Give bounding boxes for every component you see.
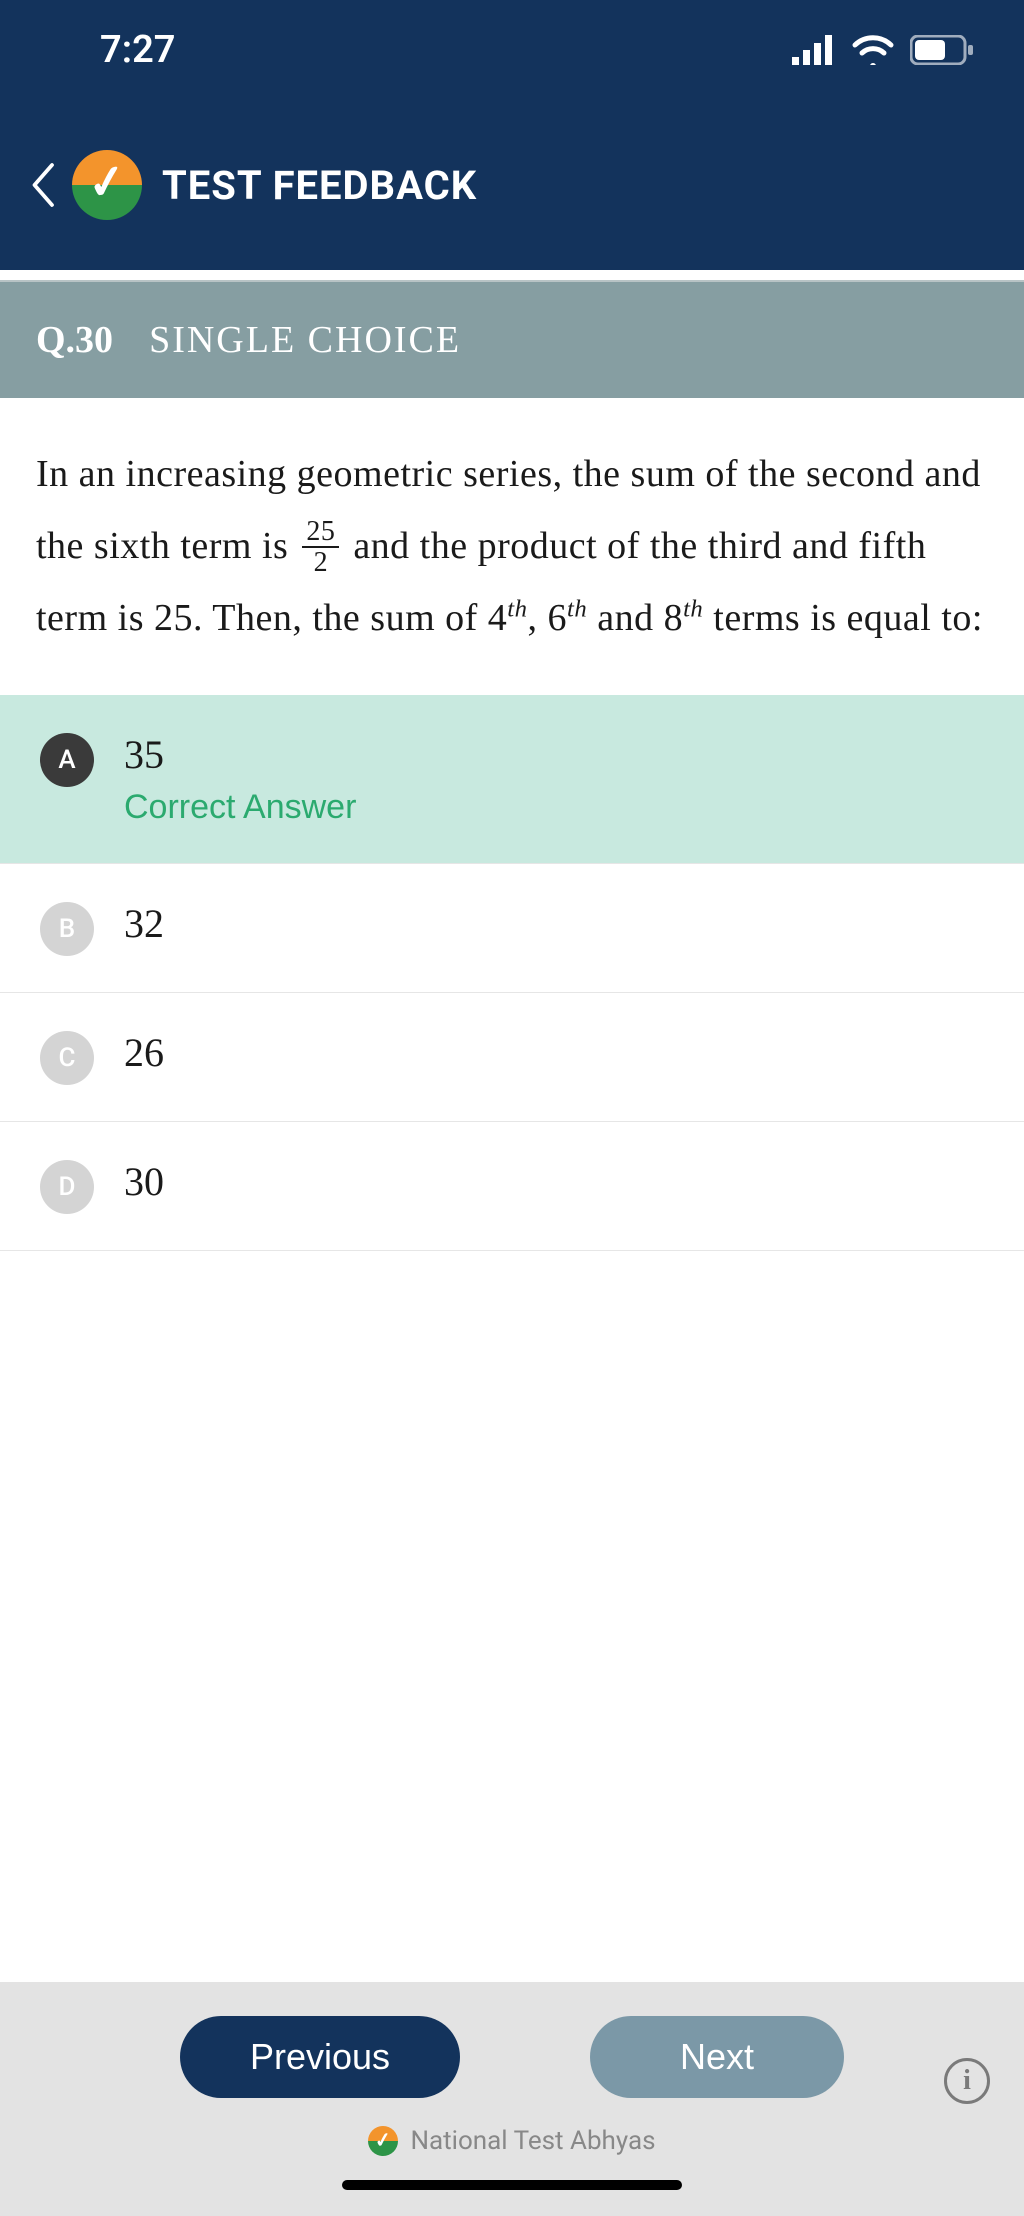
footer: Previous Next i ✓ National Test Abhyas: [0, 1982, 1024, 2216]
info-icon[interactable]: i: [944, 2058, 990, 2104]
next-button[interactable]: Next: [590, 2016, 844, 2098]
option-d[interactable]: D 30: [0, 1122, 1024, 1251]
option-text: 32: [124, 900, 164, 947]
option-letter-badge: B: [40, 902, 94, 956]
status-bar: 7:27: [0, 0, 1024, 100]
option-text: 26: [124, 1029, 164, 1076]
option-letter-badge: C: [40, 1031, 94, 1085]
option-letter-badge: A: [40, 733, 94, 787]
option-c[interactable]: C 26: [0, 993, 1024, 1122]
previous-button[interactable]: Previous: [180, 2016, 460, 2098]
question-number: Q.30: [36, 318, 113, 362]
battery-icon: [910, 35, 974, 65]
cellular-icon: [792, 35, 836, 65]
app-logo-icon: ✓: [72, 150, 142, 220]
correct-answer-label: Correct Answer: [124, 788, 356, 827]
option-text: 35: [124, 731, 356, 778]
wifi-icon: [852, 35, 894, 65]
options-list: A 35 Correct Answer B 32 C 26 D 30: [0, 695, 1024, 1251]
app-header: ✓ TEST FEEDBACK: [0, 100, 1024, 270]
home-indicator[interactable]: [342, 2180, 682, 2190]
status-time: 7:27: [100, 28, 175, 72]
fraction: 252: [302, 517, 339, 578]
option-text: 30: [124, 1158, 164, 1205]
status-icons: [792, 35, 974, 65]
footer-brand: ✓ National Test Abhyas: [30, 2126, 994, 2156]
question-text-part: and 8: [587, 597, 683, 639]
question-header: Q.30 SINGLE CHOICE: [0, 280, 1024, 398]
question-text: In an increasing geometric series, the s…: [0, 398, 1024, 695]
back-icon[interactable]: [24, 160, 60, 210]
question-type: SINGLE CHOICE: [149, 318, 461, 362]
brand-logo-icon: ✓: [368, 2126, 398, 2156]
brand-text: National Test Abhyas: [410, 2126, 655, 2156]
question-text-part: , 6: [528, 597, 568, 639]
option-b[interactable]: B 32: [0, 864, 1024, 993]
question-text-part: terms is equal to:: [703, 597, 983, 639]
option-a[interactable]: A 35 Correct Answer: [0, 695, 1024, 864]
option-letter-badge: D: [40, 1160, 94, 1214]
header-title: TEST FEEDBACK: [162, 162, 477, 209]
